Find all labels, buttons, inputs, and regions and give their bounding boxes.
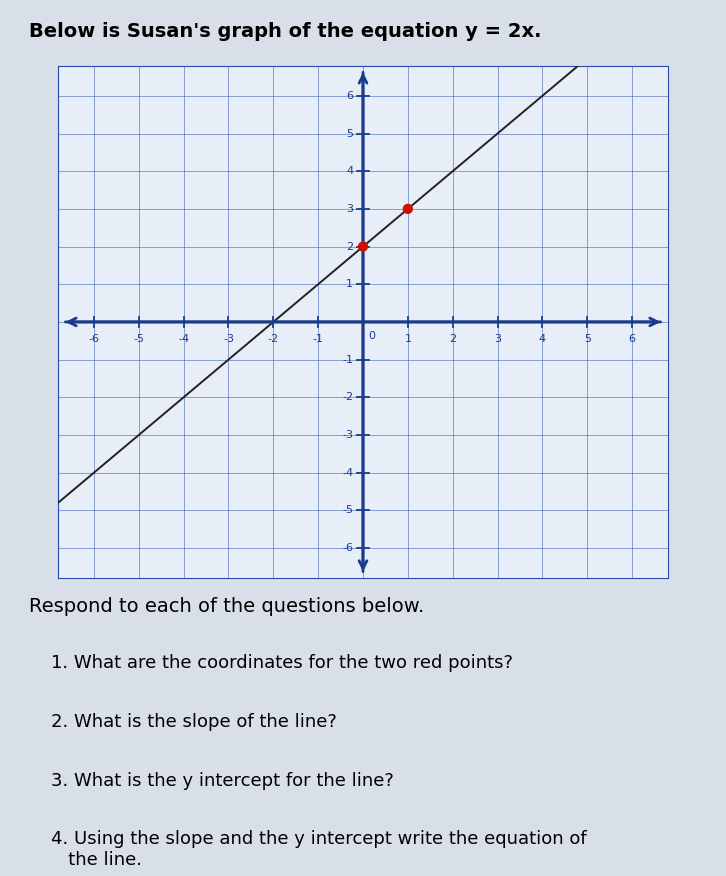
Text: -4: -4 [178, 334, 189, 344]
Text: 3: 3 [346, 204, 353, 214]
Text: -6: -6 [342, 543, 353, 553]
Text: Below is Susan's graph of the equation y = 2x.: Below is Susan's graph of the equation y… [29, 22, 542, 41]
Text: -2: -2 [268, 334, 279, 344]
Text: -4: -4 [342, 468, 353, 477]
Text: 5: 5 [346, 129, 353, 138]
Text: 4: 4 [539, 334, 546, 344]
Text: 4. Using the slope and the y intercept write the equation of
   the line.: 4. Using the slope and the y intercept w… [51, 830, 587, 869]
Point [357, 239, 369, 253]
Text: 1. What are the coordinates for the two red points?: 1. What are the coordinates for the two … [51, 654, 513, 673]
Text: 3. What is the y intercept for the line?: 3. What is the y intercept for the line? [51, 772, 393, 790]
Text: -1: -1 [342, 355, 353, 364]
Text: -1: -1 [313, 334, 324, 344]
Text: -6: -6 [89, 334, 99, 344]
Text: -5: -5 [342, 505, 353, 515]
Text: -3: -3 [342, 430, 353, 440]
Point [402, 201, 414, 215]
Text: Respond to each of the questions below.: Respond to each of the questions below. [29, 597, 424, 617]
Text: -2: -2 [342, 392, 353, 402]
Text: 6: 6 [629, 334, 635, 344]
Text: 6: 6 [346, 91, 353, 101]
Text: -3: -3 [223, 334, 234, 344]
Text: 1: 1 [404, 334, 412, 344]
Text: 2. What is the slope of the line?: 2. What is the slope of the line? [51, 713, 337, 731]
Text: 3: 3 [494, 334, 501, 344]
Text: 5: 5 [584, 334, 591, 344]
Text: 2: 2 [449, 334, 456, 344]
Text: -5: -5 [134, 334, 144, 344]
Text: 4: 4 [346, 166, 353, 176]
Text: 2: 2 [346, 242, 353, 251]
Text: 1: 1 [346, 279, 353, 289]
Text: 0: 0 [368, 331, 375, 342]
